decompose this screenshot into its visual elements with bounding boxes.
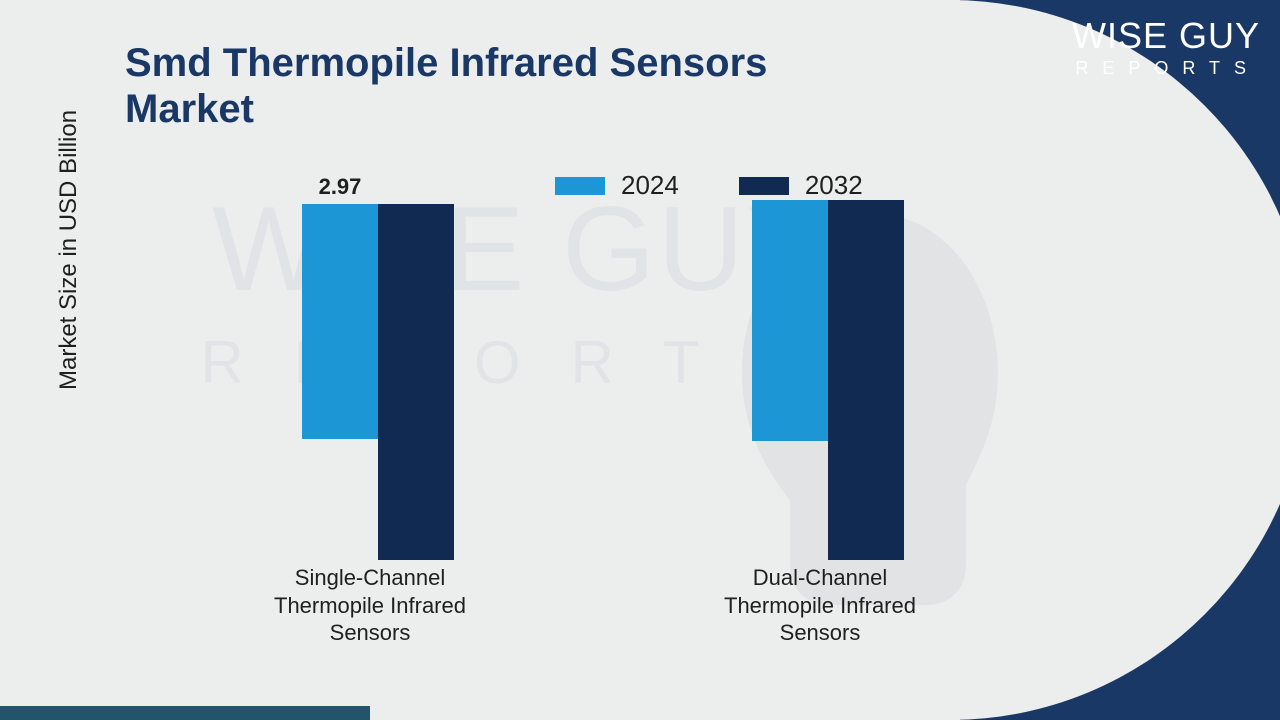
bar-s2032 xyxy=(828,200,904,560)
legend-label-2024: 2024 xyxy=(621,170,679,201)
bottom-accent-strip xyxy=(0,706,370,720)
legend-label-2032: 2032 xyxy=(805,170,863,201)
chart-plot: 2.97 xyxy=(108,200,968,560)
category-label: Single-Channel Thermopile Infrared Senso… xyxy=(270,564,470,647)
brand-logo-sub: REPORTS xyxy=(1072,58,1260,79)
chart-legend: 2024 2032 xyxy=(555,170,863,201)
bar-group: 2.97 xyxy=(248,204,508,560)
legend-swatch-2024 xyxy=(555,177,605,195)
bar-value-label: 2.97 xyxy=(319,174,362,200)
bar-s2032 xyxy=(378,204,454,560)
legend-item-2032: 2032 xyxy=(739,170,863,201)
brand-logo: WISE GUY REPORTS xyxy=(1072,18,1260,79)
category-label: Dual-Channel Thermopile Infrared Sensors xyxy=(720,564,920,647)
bar-s2024: 2.97 xyxy=(302,204,378,439)
chart-area: 2.97 Single-Channel Thermopile Infrared … xyxy=(100,200,960,700)
legend-swatch-2032 xyxy=(739,177,789,195)
bar-s2024 xyxy=(752,200,828,441)
y-axis-label: Market Size in USD Billion xyxy=(55,110,83,390)
bar-group xyxy=(698,200,958,560)
legend-item-2024: 2024 xyxy=(555,170,679,201)
chart-title: Smd Thermopile Infrared Sensors Market xyxy=(125,40,845,132)
brand-logo-main: WISE GUY xyxy=(1072,18,1260,54)
